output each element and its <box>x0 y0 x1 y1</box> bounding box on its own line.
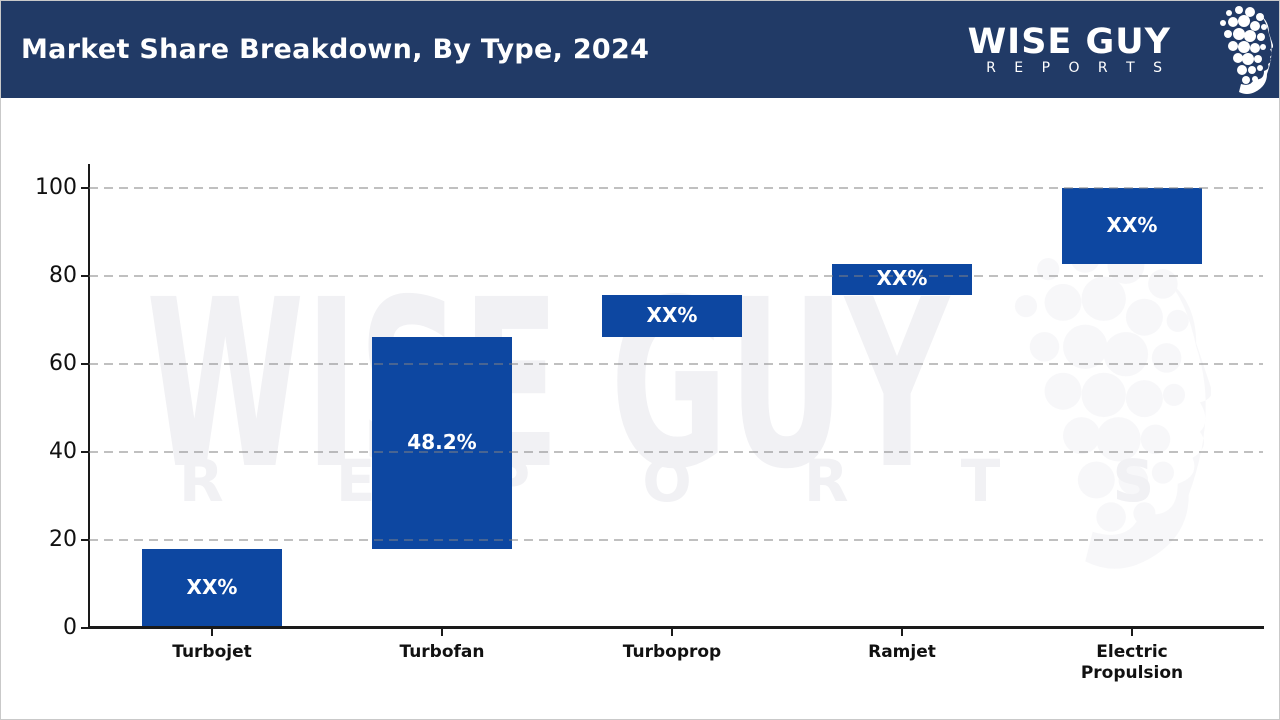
y-tick-label: 0 <box>63 615 77 640</box>
y-tick-label: 100 <box>35 175 77 200</box>
watermark-subtext: R E P O R T S <box>179 447 1201 515</box>
y-tick-label: 40 <box>49 439 77 464</box>
x-tick <box>901 628 903 636</box>
gridline-40 <box>89 451 1263 453</box>
x-category-label: Ramjet <box>868 642 936 662</box>
y-tick-label: 60 <box>49 351 77 376</box>
brand-logo: WISE GUY R E P O R T S <box>968 5 1273 95</box>
bar-turbojet <box>142 548 282 628</box>
x-category-label: Turbojet <box>172 642 252 662</box>
gridline-100 <box>89 187 1263 189</box>
watermark-text: WISE GUY <box>146 250 950 520</box>
bar-turbofan <box>372 336 512 549</box>
x-category-label: Electric Propulsion <box>1080 642 1184 684</box>
brand-name: WISE GUY <box>967 21 1171 62</box>
gridline-80 <box>89 275 1263 277</box>
x-tick <box>441 628 443 636</box>
x-tick <box>211 628 213 636</box>
x-category-label: Turbofan <box>399 642 485 662</box>
gridline-20 <box>89 539 1263 541</box>
x-axis-line <box>88 626 1264 629</box>
y-tick-60 <box>81 363 89 365</box>
y-axis-line <box>88 164 90 629</box>
x-category-label: Turboprop <box>622 642 722 662</box>
bar-value-label: XX% <box>186 575 238 600</box>
y-tick-20 <box>81 539 89 541</box>
y-tick-label: 20 <box>49 527 77 552</box>
bar-electric-propulsion <box>1062 188 1202 264</box>
bar-value-label: XX% <box>876 266 928 291</box>
dotted-head-icon <box>1220 6 1273 94</box>
bar-value-label: XX% <box>1106 212 1158 237</box>
y-tick-40 <box>81 451 89 453</box>
x-tick <box>671 628 673 636</box>
y-tick-80 <box>81 275 89 277</box>
gridline-60 <box>89 363 1263 365</box>
brand-logo-text: WISE GUY R E P O R T S <box>967 21 1171 77</box>
header: Market Share Breakdown, By Type, 2024 WI… <box>1 1 1279 98</box>
brand-subtitle: R E P O R T S <box>986 60 1169 77</box>
bar-value-label: XX% <box>646 302 698 327</box>
bar-value-label: 48.2% <box>407 429 477 454</box>
bar-turboprop <box>602 294 742 337</box>
bar-ramjet <box>832 263 972 295</box>
y-tick-100 <box>81 187 89 189</box>
y-tick-0 <box>81 627 89 629</box>
y-tick-label: 80 <box>49 263 77 288</box>
x-tick <box>1131 628 1133 636</box>
chart-title: Market Share Breakdown, By Type, 2024 <box>21 34 650 65</box>
